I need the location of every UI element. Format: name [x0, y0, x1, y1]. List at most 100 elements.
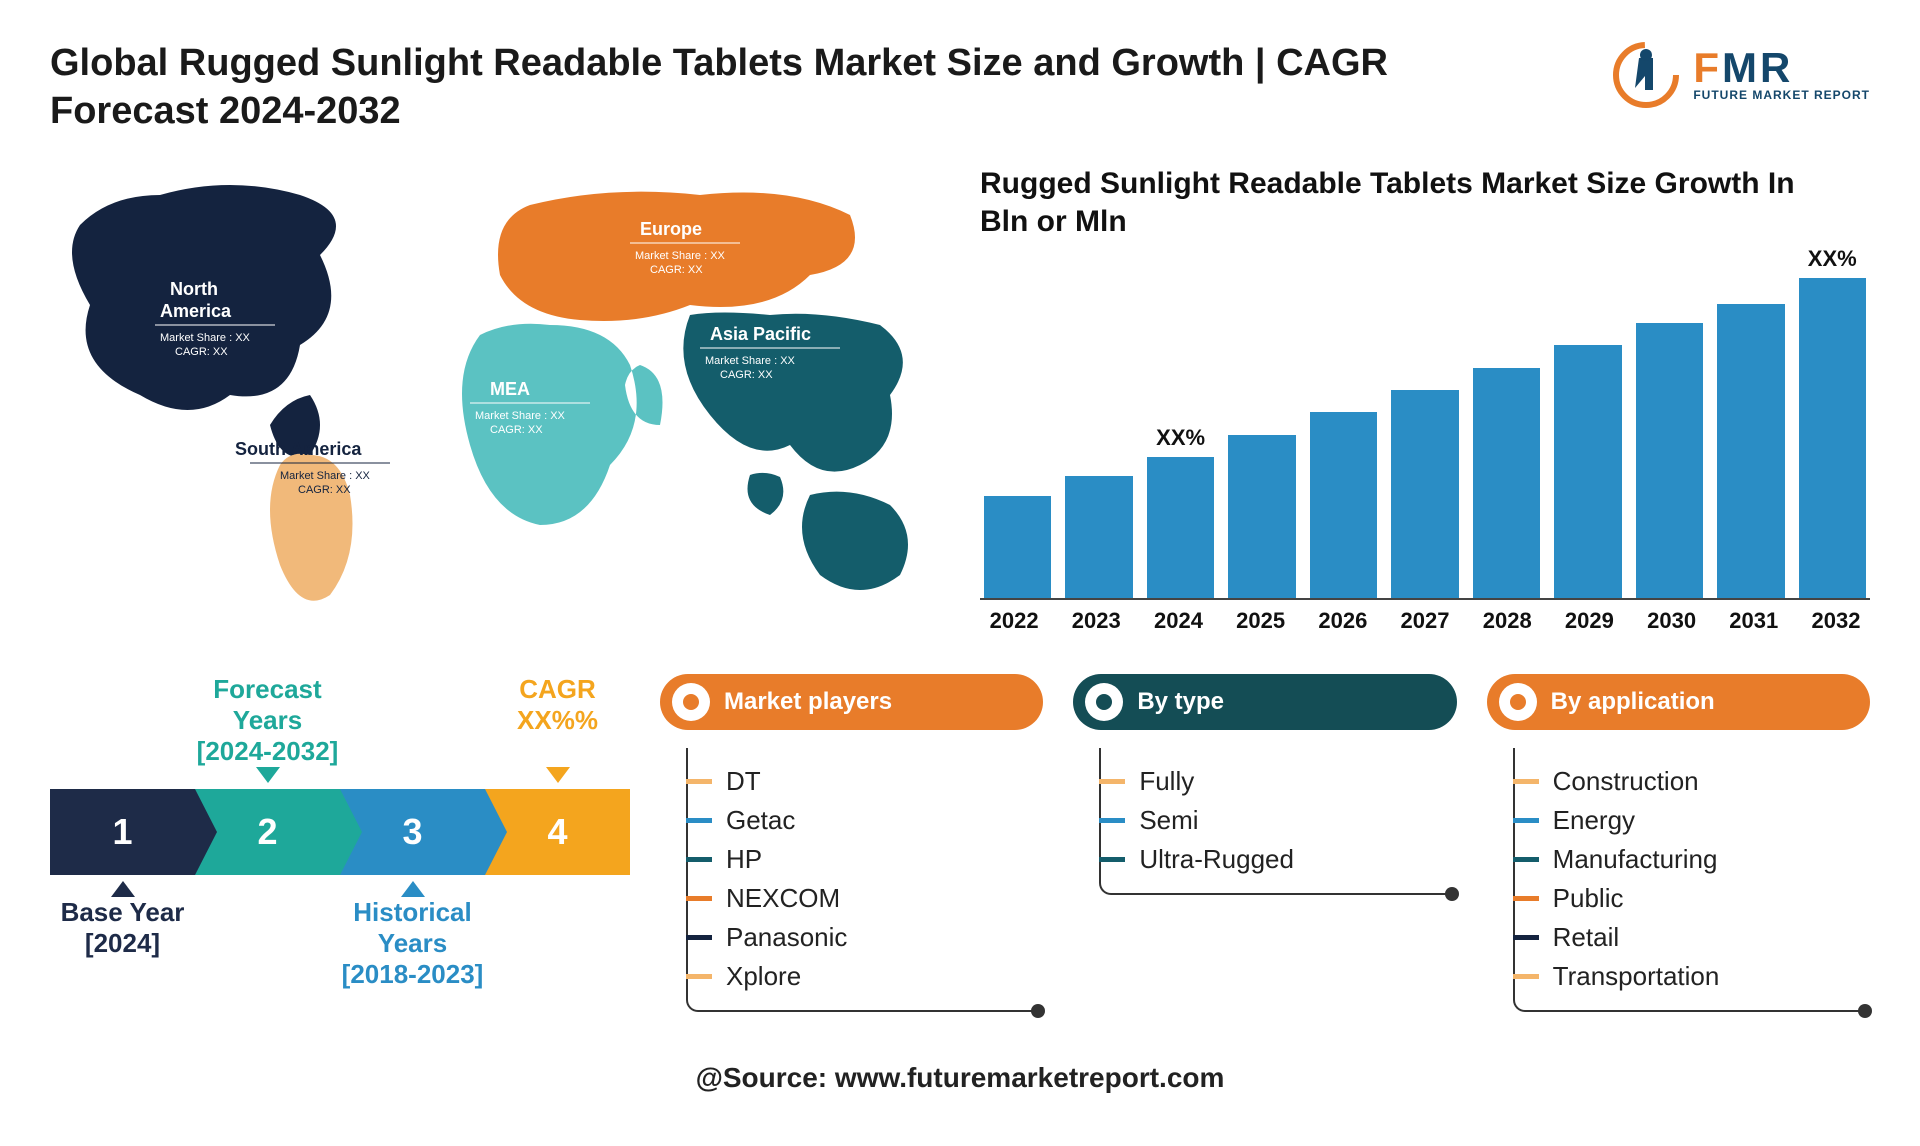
list-item: Retail	[1515, 918, 1870, 957]
tick-icon	[686, 779, 712, 784]
svg-text:MEA: MEA	[490, 379, 530, 399]
bar-value-label: XX%	[1156, 425, 1205, 451]
tick-icon	[686, 974, 712, 979]
logo-text: FMR	[1693, 48, 1870, 88]
list-item: Manufacturing	[1515, 840, 1870, 879]
chart-title: Rugged Sunlight Readable Tablets Market …	[980, 165, 1870, 240]
tick-icon	[1513, 779, 1539, 784]
svg-text:CAGR: XX: CAGR: XX	[650, 264, 703, 276]
cagr-value: XX%%	[485, 705, 630, 736]
svg-text:North: North	[170, 279, 218, 299]
list-item: Semi	[1101, 801, 1456, 840]
x-axis-label: 2022	[980, 608, 1048, 634]
tick-icon	[1099, 779, 1125, 784]
svg-text:CAGR: XX: CAGR: XX	[175, 346, 228, 358]
list-item-label: Construction	[1553, 766, 1699, 797]
list-item: Panasonic	[688, 918, 1043, 957]
x-axis-label: 2028	[1473, 608, 1541, 634]
category-list: DT Getac HP NEXCOM Panasonic Xplore	[686, 748, 1043, 1012]
pill-label: Market players	[724, 688, 892, 716]
list-item-label: Getac	[726, 805, 795, 836]
region-asia-pacific: Asia Pacific Market Share : XX CAGR: XX	[683, 313, 908, 591]
svg-text:Market Share : XX: Market Share : XX	[160, 332, 251, 344]
hist-label: Historical Years	[340, 897, 485, 959]
svg-text:CAGR: XX: CAGR: XX	[490, 424, 543, 436]
list-item: Energy	[1515, 801, 1870, 840]
list-item: Ultra-Rugged	[1101, 840, 1456, 879]
pill-label: By application	[1551, 688, 1715, 716]
pill-label: By type	[1137, 688, 1224, 716]
list-item-label: HP	[726, 844, 762, 875]
x-axis-label: 2025	[1227, 608, 1295, 634]
page-title: Global Rugged Sunlight Readable Tablets …	[50, 40, 1550, 135]
forecast-label: Forecast Years	[195, 674, 340, 736]
logo-subtitle: FUTURE MARKET REPORT	[1693, 88, 1870, 102]
category-list: FullySemiUltra-Rugged	[1099, 748, 1456, 895]
svg-text:South America: South America	[235, 439, 362, 459]
svg-text:CAGR: XX: CAGR: XX	[720, 369, 773, 381]
timeline: Forecast Years [2024-2032] CAGR XX%% 123…	[50, 674, 630, 990]
x-axis-label: 2023	[1062, 608, 1130, 634]
list-item: DT	[688, 762, 1043, 801]
x-axis-label: 2026	[1309, 608, 1377, 634]
x-axis-label: 2030	[1638, 608, 1706, 634]
tick-icon	[686, 857, 712, 862]
bar-2026	[1310, 412, 1377, 598]
region-europe: Europe Market Share : XX CAGR: XX	[498, 192, 855, 321]
bar-2027	[1391, 390, 1458, 598]
world-map: North America Market Share : XX CAGR: XX…	[50, 165, 940, 625]
bar-2028	[1473, 368, 1540, 598]
bar-2025	[1228, 435, 1295, 598]
by-application-col: By application Construction EnergyManufact…	[1487, 674, 1870, 1012]
list-item-label: DT	[726, 766, 761, 797]
tick-icon	[1099, 857, 1125, 862]
list-item-label: Retail	[1553, 922, 1619, 953]
bar-value-label: XX%	[1808, 246, 1857, 272]
tick-icon	[1513, 857, 1539, 862]
bar-2024: XX%	[1147, 457, 1214, 598]
svg-text:Market Share : XX: Market Share : XX	[705, 355, 796, 367]
region-mea: MEA Market Share : XX CAGR: XX	[462, 324, 663, 525]
base-year-label: Base Year	[50, 897, 195, 928]
category-list: ConstructionEnergyManufacturingPublicRet…	[1513, 748, 1870, 1012]
list-item-label: Transportation	[1553, 961, 1720, 992]
tick-icon	[686, 896, 712, 901]
svg-text:Market Share : XX: Market Share : XX	[280, 470, 371, 482]
forecast-range: [2024-2032]	[195, 736, 340, 767]
base-year-range: [2024]	[50, 928, 195, 959]
tick-icon	[686, 818, 712, 823]
tick-icon	[1513, 935, 1539, 940]
x-axis-label: 2024	[1144, 608, 1212, 634]
category-pill: By type	[1073, 674, 1456, 730]
list-item: Transportation	[1515, 957, 1870, 996]
bar-chart: Rugged Sunlight Readable Tablets Market …	[970, 165, 1870, 634]
list-item-label: Semi	[1139, 805, 1198, 836]
cagr-label: CAGR	[485, 674, 630, 705]
x-axis-label: 2029	[1555, 608, 1623, 634]
by-type-col: By typeFullySemiUltra-Rugged	[1073, 674, 1456, 895]
bar-2031	[1717, 304, 1784, 598]
pill-dot-icon	[1085, 683, 1123, 721]
hist-range: [2018-2023]	[340, 959, 485, 990]
x-axis-label: 2032	[1802, 608, 1870, 634]
list-item: Xplore	[688, 957, 1043, 996]
category-pill: By application	[1487, 674, 1870, 730]
region-south-america: South America Market Share : XX CAGR: XX	[235, 439, 390, 601]
tick-icon	[1099, 818, 1125, 823]
list-item: NEXCOM	[688, 879, 1043, 918]
svg-text:Europe: Europe	[640, 219, 702, 239]
bar-2023	[1065, 476, 1132, 598]
logo: FMR FUTURE MARKET REPORT	[1611, 40, 1870, 110]
category-pill: Market players	[660, 674, 1043, 730]
pill-dot-icon	[672, 683, 710, 721]
list-item-label: Panasonic	[726, 922, 847, 953]
tick-icon	[686, 935, 712, 940]
tick-icon	[1513, 974, 1539, 979]
list-item: HP	[688, 840, 1043, 879]
market-players-col: Market players DT Getac HP NEXCOM Panasonic Xp…	[660, 674, 1043, 1012]
svg-text:America: America	[160, 301, 232, 321]
svg-text:CAGR: XX: CAGR: XX	[298, 484, 351, 496]
tick-icon	[1513, 818, 1539, 823]
list-item-label: NEXCOM	[726, 883, 840, 914]
list-item-label: Xplore	[726, 961, 801, 992]
